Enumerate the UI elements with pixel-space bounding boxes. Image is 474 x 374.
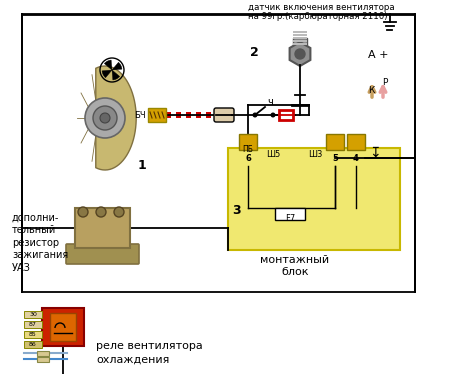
Text: 85: 85 xyxy=(29,332,37,337)
FancyBboxPatch shape xyxy=(66,244,139,264)
Bar xyxy=(181,112,186,118)
FancyBboxPatch shape xyxy=(214,108,234,122)
Bar xyxy=(293,31,307,33)
Circle shape xyxy=(271,113,275,117)
Circle shape xyxy=(253,113,257,117)
Polygon shape xyxy=(290,42,310,66)
Text: 87: 87 xyxy=(29,322,37,327)
Text: 1: 1 xyxy=(138,159,147,172)
Text: 30: 30 xyxy=(29,312,37,317)
Bar xyxy=(37,357,49,362)
Circle shape xyxy=(114,207,124,217)
Bar xyxy=(75,208,130,248)
Text: 86: 86 xyxy=(29,342,37,347)
Bar xyxy=(293,37,307,39)
Bar xyxy=(24,331,42,338)
Bar xyxy=(191,112,196,118)
Bar xyxy=(50,313,76,341)
Bar xyxy=(293,40,307,42)
Circle shape xyxy=(85,98,125,138)
Bar xyxy=(148,108,166,122)
Bar xyxy=(42,308,84,346)
Bar xyxy=(22,14,415,292)
Wedge shape xyxy=(102,70,112,78)
Bar xyxy=(24,341,42,348)
Bar xyxy=(206,112,211,118)
Text: ч: ч xyxy=(267,97,273,107)
Bar xyxy=(166,112,171,118)
Text: А +: А + xyxy=(368,50,389,60)
Text: 4: 4 xyxy=(353,153,359,162)
Bar xyxy=(24,311,42,318)
Text: датчик включения вентилятора: датчик включения вентилятора xyxy=(248,3,395,12)
Bar xyxy=(24,321,42,328)
Text: ↧: ↧ xyxy=(369,146,381,160)
Text: F7: F7 xyxy=(285,214,295,223)
Text: на 99гр.(карбюраторная 2110): на 99гр.(карбюраторная 2110) xyxy=(248,12,388,21)
Bar xyxy=(347,134,365,150)
Bar xyxy=(196,112,201,118)
Bar xyxy=(275,208,305,220)
Bar xyxy=(228,148,400,250)
Text: ПБ: ПБ xyxy=(243,145,254,154)
Text: 3: 3 xyxy=(232,203,241,217)
Bar xyxy=(201,112,206,118)
Text: реле вентилятора
охлаждения: реле вентилятора охлаждения xyxy=(96,341,203,364)
Wedge shape xyxy=(112,70,119,80)
Text: дополни-
тельный
резистор
зажигания
УАЗ: дополни- тельный резистор зажигания УАЗ xyxy=(12,213,68,273)
Bar xyxy=(279,110,293,120)
Circle shape xyxy=(96,207,106,217)
Bar xyxy=(176,112,181,118)
Bar xyxy=(293,34,307,36)
Bar xyxy=(37,351,49,356)
Circle shape xyxy=(78,207,88,217)
Bar xyxy=(171,112,176,118)
Wedge shape xyxy=(104,60,112,70)
Bar xyxy=(293,38,307,48)
Text: Ш5: Ш5 xyxy=(266,150,280,159)
Bar xyxy=(211,112,216,118)
Circle shape xyxy=(295,49,305,59)
Text: 6: 6 xyxy=(245,153,251,162)
Bar xyxy=(326,134,344,150)
Polygon shape xyxy=(96,66,136,170)
Circle shape xyxy=(100,113,110,123)
Text: монтажный
блок: монтажный блок xyxy=(260,255,329,277)
Text: Р: Р xyxy=(382,77,387,86)
Bar xyxy=(293,43,307,45)
Text: БЧ: БЧ xyxy=(134,110,146,120)
Wedge shape xyxy=(112,62,122,70)
Text: 5: 5 xyxy=(332,153,338,162)
Text: Ш3: Ш3 xyxy=(308,150,322,159)
Text: К: К xyxy=(368,86,374,95)
Circle shape xyxy=(93,106,117,130)
Bar xyxy=(239,134,257,150)
Bar xyxy=(186,112,191,118)
Text: 2: 2 xyxy=(250,46,258,58)
